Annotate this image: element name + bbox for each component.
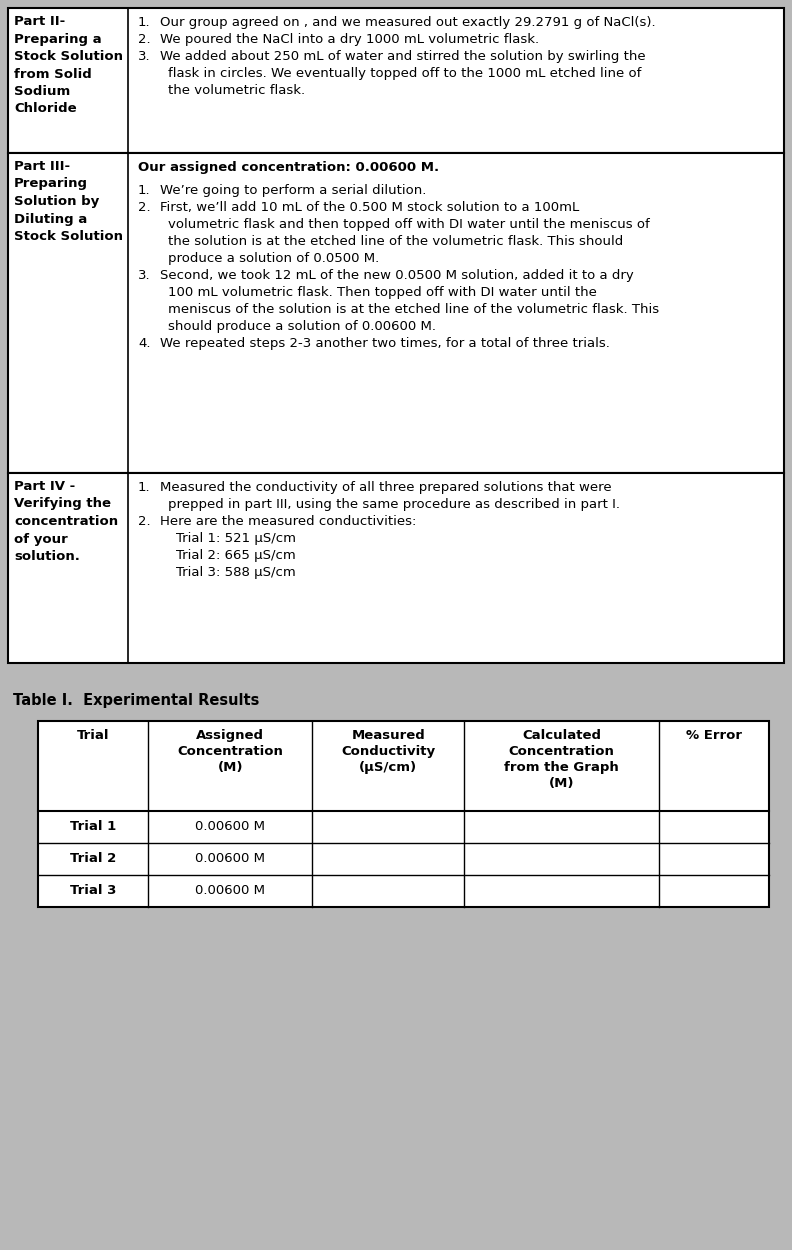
Text: Second, we took 12 mL of the new 0.0500 M solution, added it to a dry: Second, we took 12 mL of the new 0.0500 … xyxy=(160,269,634,282)
Text: produce a solution of 0.0500 M.: produce a solution of 0.0500 M. xyxy=(168,253,379,265)
Text: Here are the measured conductivities:: Here are the measured conductivities: xyxy=(160,515,417,528)
Text: Trial 2: 665 μS/cm: Trial 2: 665 μS/cm xyxy=(176,549,295,562)
Text: Part IV -
Verifying the
concentration
of your
solution.: Part IV - Verifying the concentration of… xyxy=(14,480,118,562)
Text: % Error: % Error xyxy=(686,729,742,742)
Text: We poured the NaCl into a dry 1000 mL volumetric flask.: We poured the NaCl into a dry 1000 mL vo… xyxy=(160,32,539,46)
Text: Calculated
Concentration
from the Graph
(M): Calculated Concentration from the Graph … xyxy=(505,729,619,790)
Bar xyxy=(8,8,784,152)
Text: Our group agreed on , and we measured out exactly 29.2791 g of NaCl(s).: Our group agreed on , and we measured ou… xyxy=(160,16,656,29)
Text: Trial 3: 588 μS/cm: Trial 3: 588 μS/cm xyxy=(176,566,295,579)
Text: 0.00600 M: 0.00600 M xyxy=(196,820,265,834)
Text: Part II-
Preparing a
Stock Solution
from Solid
Sodium
Chloride: Part II- Preparing a Stock Solution from… xyxy=(14,15,123,115)
Bar xyxy=(8,152,784,472)
Text: volumetric flask and then topped off with DI water until the meniscus of: volumetric flask and then topped off wit… xyxy=(168,217,649,231)
Text: Trial: Trial xyxy=(77,729,109,742)
Text: First, we’ll add 10 mL of the 0.500 M stock solution to a 100mL: First, we’ll add 10 mL of the 0.500 M st… xyxy=(160,201,579,214)
Text: Trial 1: 521 μS/cm: Trial 1: 521 μS/cm xyxy=(176,532,296,545)
Text: 2.: 2. xyxy=(138,201,150,214)
Text: should produce a solution of 0.00600 M.: should produce a solution of 0.00600 M. xyxy=(168,320,436,332)
Text: the volumetric flask.: the volumetric flask. xyxy=(168,84,305,98)
Text: Part III-
Preparing
Solution by
Diluting a
Stock Solution: Part III- Preparing Solution by Diluting… xyxy=(14,160,123,242)
Text: 3.: 3. xyxy=(138,50,150,62)
Text: 0.00600 M: 0.00600 M xyxy=(196,853,265,865)
Text: meniscus of the solution is at the etched line of the volumetric flask. This: meniscus of the solution is at the etche… xyxy=(168,302,659,316)
Text: We repeated steps 2-3 another two times, for a total of three trials.: We repeated steps 2-3 another two times,… xyxy=(160,338,610,350)
Text: Trial 1: Trial 1 xyxy=(70,820,116,834)
Text: 1.: 1. xyxy=(138,481,150,494)
Text: 3.: 3. xyxy=(138,269,150,282)
Text: Measured the conductivity of all three prepared solutions that were: Measured the conductivity of all three p… xyxy=(160,481,611,494)
Text: the solution is at the etched line of the volumetric flask. This should: the solution is at the etched line of th… xyxy=(168,235,623,248)
Text: 100 mL volumetric flask. Then topped off with DI water until the: 100 mL volumetric flask. Then topped off… xyxy=(168,286,597,299)
Text: Measured
Conductivity
(μS/cm): Measured Conductivity (μS/cm) xyxy=(341,729,436,774)
Text: 1.: 1. xyxy=(138,184,150,198)
Bar xyxy=(8,472,784,662)
Text: 1.: 1. xyxy=(138,16,150,29)
Text: prepped in part III, using the same procedure as described in part I.: prepped in part III, using the same proc… xyxy=(168,498,620,511)
Text: Trial 2: Trial 2 xyxy=(70,853,116,865)
Text: Our assigned concentration: 0.00600 M.: Our assigned concentration: 0.00600 M. xyxy=(138,161,439,174)
Text: Assigned
Concentration
(M): Assigned Concentration (M) xyxy=(177,729,284,774)
Text: We’re going to perform a serial dilution.: We’re going to perform a serial dilution… xyxy=(160,184,426,198)
Text: 4.: 4. xyxy=(138,338,150,350)
Text: flask in circles. We eventually topped off to the 1000 mL etched line of: flask in circles. We eventually topped o… xyxy=(168,68,642,80)
Text: Trial 3: Trial 3 xyxy=(70,885,116,898)
Bar xyxy=(38,721,769,908)
Text: 2.: 2. xyxy=(138,32,150,46)
Text: 0.00600 M: 0.00600 M xyxy=(196,885,265,898)
Text: 2.: 2. xyxy=(138,515,150,528)
Text: We added about 250 mL of water and stirred the solution by swirling the: We added about 250 mL of water and stirr… xyxy=(160,50,645,62)
Text: Table I.  Experimental Results: Table I. Experimental Results xyxy=(13,693,259,708)
